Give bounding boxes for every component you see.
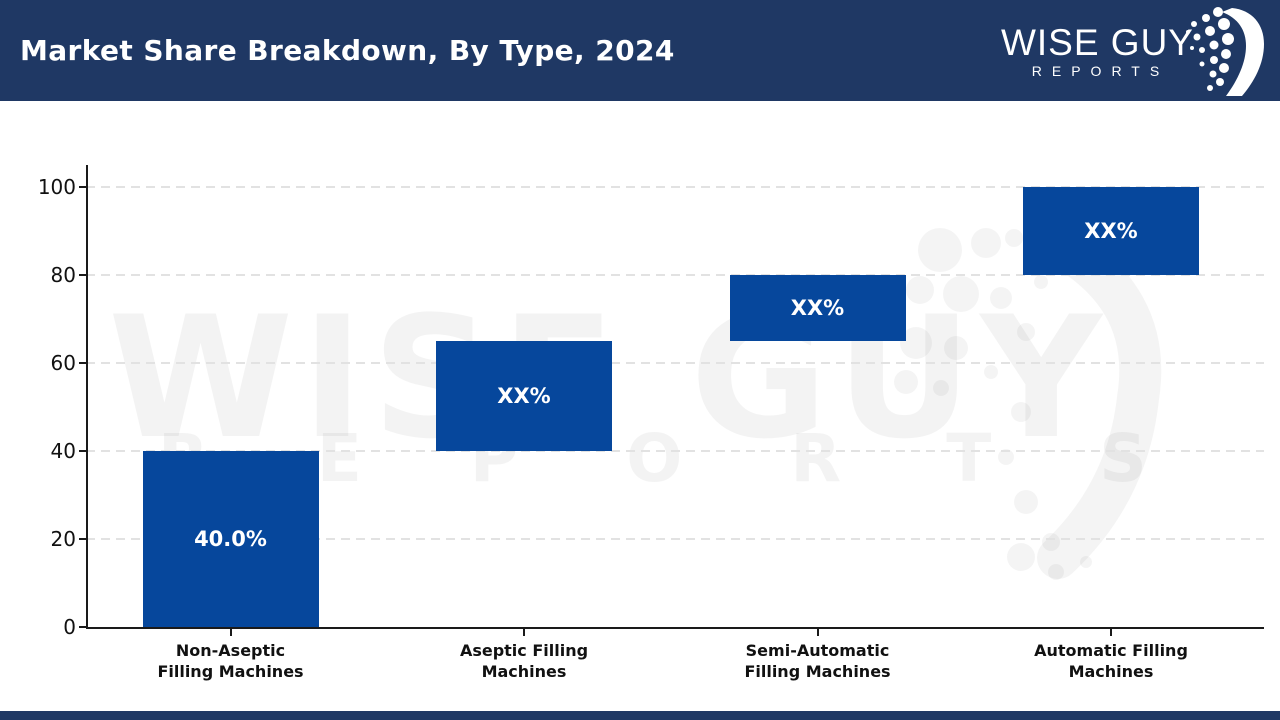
gridline-100 [86, 186, 1264, 188]
y-tick-label: 0 [63, 615, 76, 639]
x-category-label: Semi-Automatic Filling Machines [744, 641, 891, 681]
y-tick-label: 80 [50, 263, 76, 287]
bar-value-label: 40.0% [194, 527, 267, 551]
bar-3: XX% [729, 275, 906, 341]
y-tick-mark [79, 450, 86, 452]
logo-face-icon [1186, 7, 1264, 96]
x-category-label: Non-Aseptic Filling Machines [157, 641, 304, 681]
gridline-40 [86, 450, 1264, 452]
y-tick-mark [79, 274, 86, 276]
bar-1: 40.0% [142, 451, 319, 627]
x-tick-mark [816, 629, 819, 636]
bar-value-label: XX% [790, 296, 845, 320]
logo-wordmark: WISE GUY REPORTS [1000, 22, 1194, 80]
y-tick-mark [79, 362, 86, 364]
x-axis-line [86, 627, 1264, 629]
bar-4: XX% [1023, 187, 1199, 275]
bar-value-label: XX% [1084, 219, 1138, 243]
y-tick-label: 40 [50, 439, 76, 463]
logo-text-wiseguy: WISE GUY [1000, 22, 1194, 63]
gridline-60 [86, 362, 1264, 364]
y-tick-mark [79, 626, 86, 628]
watermark-text-reports: REPORTS [158, 420, 1255, 497]
x-tick-mark [229, 629, 232, 636]
y-axis-line [86, 165, 88, 629]
wiseguy-logo: WISE GUY REPORTS [1001, 4, 1272, 98]
header-bar: Market Share Breakdown, By Type, 2024 WI… [0, 0, 1280, 101]
bar-value-label: XX% [497, 384, 551, 408]
footer-bar [0, 711, 1280, 720]
chart-title: Market Share Breakdown, By Type, 2024 [20, 34, 675, 67]
gridline-20 [86, 538, 1264, 540]
x-tick-mark [1110, 629, 1112, 636]
y-tick-label: 20 [50, 527, 76, 551]
y-tick-label: 60 [50, 351, 76, 375]
bar-2: XX% [436, 341, 612, 451]
logo-text-reports: REPORTS [1031, 63, 1170, 79]
gridline-80 [86, 274, 1264, 276]
y-tick-mark [79, 186, 86, 188]
x-category-label: Automatic Filling Machines [1034, 641, 1188, 681]
y-tick-label: 100 [37, 175, 76, 199]
x-tick-mark [523, 629, 525, 636]
x-category-label: Aseptic Filling Machines [459, 641, 589, 681]
y-tick-mark [79, 538, 86, 540]
